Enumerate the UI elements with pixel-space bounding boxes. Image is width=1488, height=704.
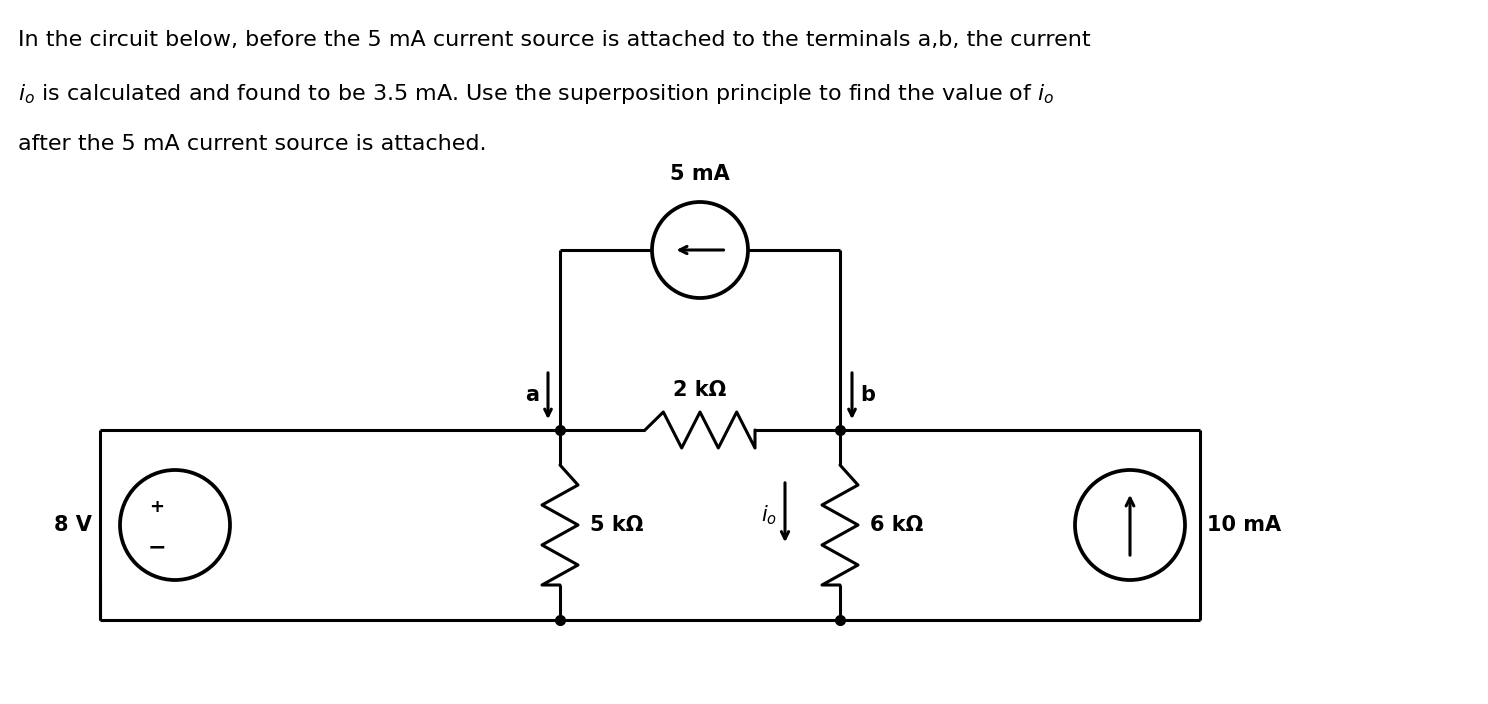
Text: 5 kΩ: 5 kΩ [591,515,643,535]
Text: +: + [149,498,165,516]
Text: 2 kΩ: 2 kΩ [673,380,726,400]
Text: In the circuit below, before the 5 mA current source is attached to the terminal: In the circuit below, before the 5 mA cu… [18,30,1091,50]
Text: a: a [525,385,539,405]
Text: 8 V: 8 V [54,515,92,535]
Text: −: − [147,537,167,557]
Text: b: b [860,385,875,405]
Text: 5 mA: 5 mA [670,164,731,184]
Text: after the 5 mA current source is attached.: after the 5 mA current source is attache… [18,134,487,154]
Text: $i_o$: $i_o$ [760,503,777,527]
Text: 6 kΩ: 6 kΩ [870,515,924,535]
Text: $i_o$ is calculated and found to be 3.5 mA. Use the superposition principle to f: $i_o$ is calculated and found to be 3.5 … [18,82,1055,106]
Text: 10 mA: 10 mA [1207,515,1281,535]
